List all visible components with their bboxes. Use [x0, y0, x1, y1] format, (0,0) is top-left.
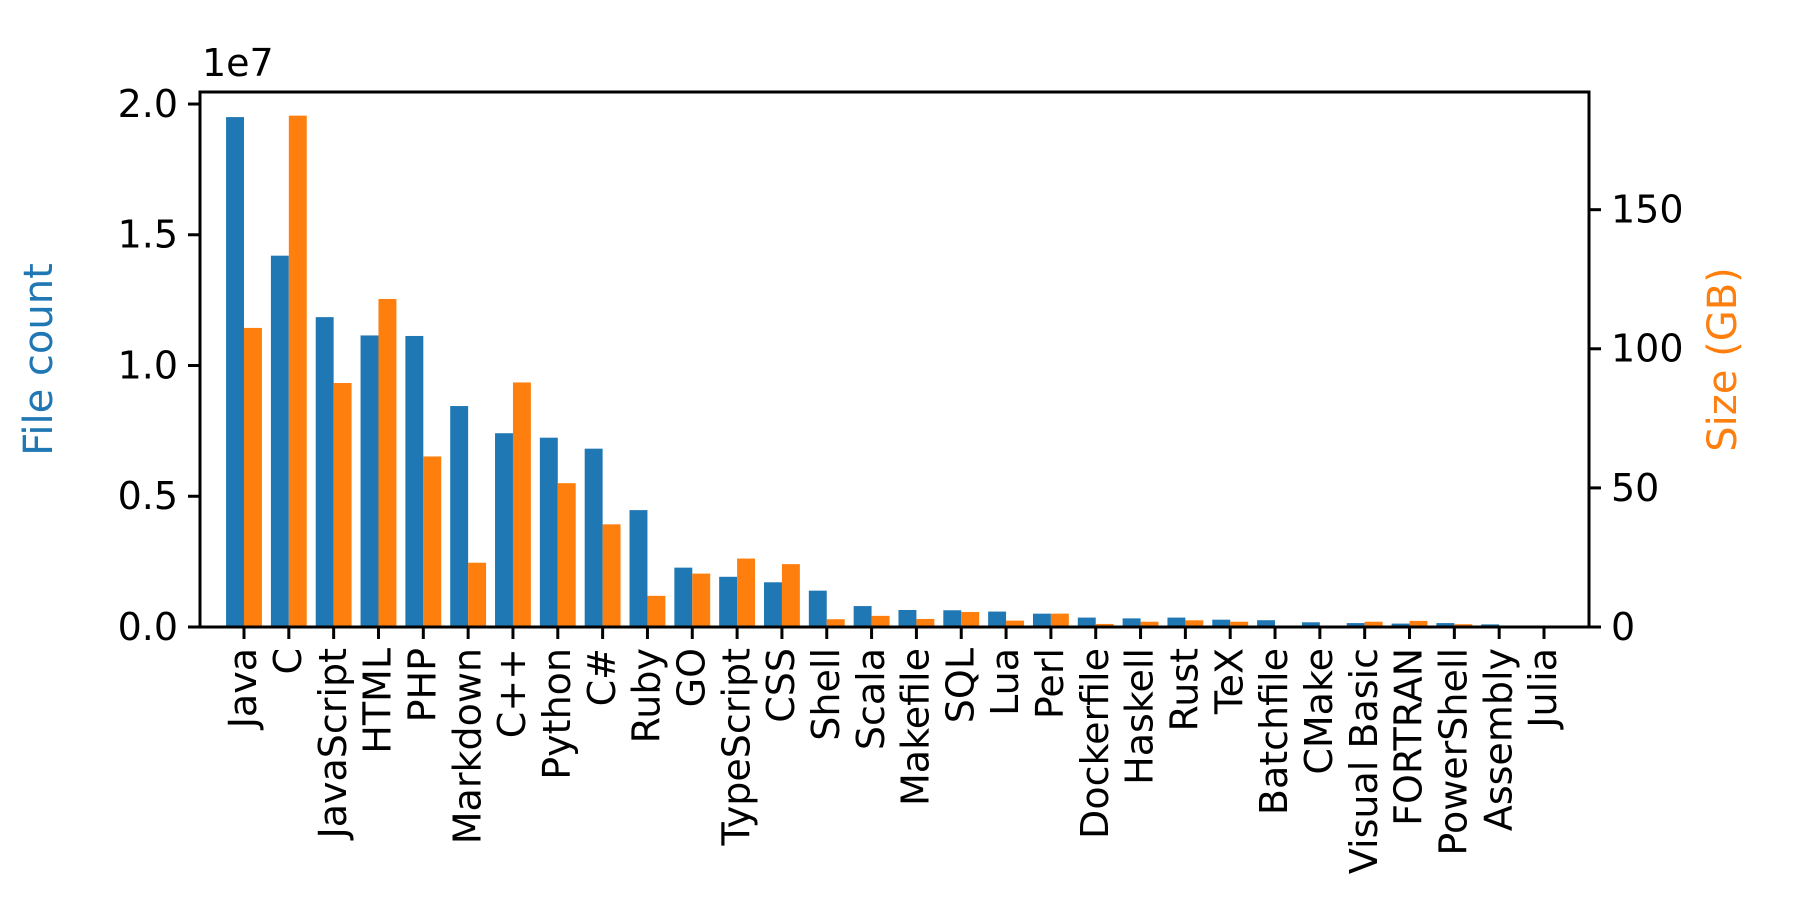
- bar-file-count: [1077, 617, 1096, 627]
- bar-size-gb: [602, 524, 621, 627]
- x-tick-label: Shell: [804, 648, 848, 741]
- x-tick-label: C++: [490, 648, 534, 738]
- bar-file-count: [315, 317, 334, 627]
- bar-size-gb: [826, 619, 845, 627]
- bar-size-gb: [916, 618, 935, 627]
- bar-file-count: [808, 590, 827, 627]
- x-tick-label: PHP: [400, 648, 444, 722]
- y-left-tick-label: 1.5: [118, 213, 178, 257]
- bar-size-gb: [378, 298, 397, 627]
- x-tick-label: Lua: [983, 648, 1027, 716]
- bar-size-gb: [423, 456, 442, 627]
- y-right-tick-label: 100: [1611, 327, 1684, 371]
- x-tick-label: Visual Basic: [1342, 648, 1386, 874]
- y-right-tick-label: 50: [1611, 466, 1659, 510]
- x-tick-label: Dockerfile: [1073, 648, 1117, 839]
- bar-size-gb: [333, 383, 352, 627]
- bar-size-gb: [1230, 621, 1249, 627]
- x-tick-label: CMake: [1297, 648, 1341, 775]
- bar-file-count: [674, 567, 693, 627]
- x-tick-label: C: [266, 648, 310, 675]
- right-axis-title: Size (GB): [1700, 267, 1746, 451]
- x-tick-label: Makefile: [894, 648, 938, 806]
- bar-size-gb: [512, 382, 531, 627]
- x-tick-label: PowerShell: [1432, 648, 1476, 856]
- bar-file-count: [719, 576, 738, 627]
- x-tick-label: SQL: [938, 648, 982, 723]
- bar-file-count: [898, 610, 917, 627]
- bar-size-gb: [1364, 621, 1383, 627]
- bar-file-count: [1167, 617, 1186, 627]
- x-tick-label: Markdown: [445, 648, 489, 844]
- x-tick-label: Ruby: [625, 648, 669, 743]
- bar-size-gb: [244, 327, 262, 627]
- bar-size-gb: [1185, 620, 1204, 627]
- plot-border: [198, 90, 1591, 629]
- y-left-tick-label: 2.0: [118, 82, 178, 126]
- bar-file-count: [539, 437, 558, 627]
- bar-file-count: [584, 448, 603, 627]
- x-tick-label: JavaScript: [311, 648, 355, 840]
- bar-file-count: [1032, 613, 1051, 627]
- bar-file-count: [1212, 619, 1231, 627]
- bar-file-count: [1257, 620, 1276, 627]
- x-tick-label: FORTRAN: [1387, 648, 1431, 826]
- x-tick-label: Python: [535, 648, 579, 780]
- y-right-tick-label: 150: [1611, 188, 1684, 232]
- x-tick-label: TypeScript: [714, 648, 758, 847]
- y-left-tick-label: 0.5: [118, 474, 178, 518]
- bar-file-count: [495, 433, 513, 627]
- bar-size-gb: [557, 483, 576, 627]
- bar-size-gb: [288, 115, 307, 627]
- bar-file-count: [1301, 622, 1320, 627]
- x-tick-label: Perl: [1028, 648, 1072, 719]
- x-tick-label: Java: [221, 648, 265, 730]
- bar-file-count: [270, 255, 289, 627]
- bar-file-count: [226, 117, 244, 628]
- bar-size-gb: [468, 562, 487, 627]
- y-right-tick-label: 0: [1611, 605, 1635, 649]
- x-tick-label: GO: [669, 648, 713, 707]
- bar-file-count: [988, 611, 1007, 627]
- bar-file-count: [450, 406, 469, 627]
- bar-size-gb: [647, 595, 666, 627]
- bar-file-count: [943, 610, 962, 627]
- y-left-offset-text: 1e7: [202, 41, 274, 85]
- bar-file-count: [405, 335, 424, 627]
- x-tick-label: Batchfile: [1252, 648, 1296, 815]
- bar-file-count: [764, 582, 782, 627]
- x-tick-label: TeX: [1207, 648, 1251, 715]
- bar-size-gb: [961, 611, 980, 627]
- x-tick-label: Haskell: [1118, 648, 1162, 785]
- bar-file-count: [1436, 623, 1455, 627]
- x-tick-label: Assembly: [1476, 648, 1520, 831]
- bar-size-gb: [1409, 620, 1428, 627]
- x-tick-label: HTML: [356, 648, 400, 754]
- bar-file-count: [360, 335, 379, 627]
- y-left-tick-label: 1.0: [118, 343, 178, 387]
- left-axis-title: File count: [16, 263, 62, 456]
- bar-size-gb: [737, 558, 756, 627]
- bar-size-gb: [1095, 623, 1114, 627]
- bar-size-gb: [1006, 620, 1024, 627]
- x-tick-label: Rust: [1163, 648, 1207, 731]
- bar-size-gb: [871, 615, 890, 627]
- y-left-tick-label: 0.0: [118, 605, 178, 649]
- bar-file-count: [1391, 623, 1410, 627]
- bar-file-count: [1346, 623, 1365, 627]
- bar-size-gb: [1140, 621, 1159, 627]
- x-tick-label: CSS: [759, 648, 803, 723]
- x-tick-label: C#: [580, 648, 624, 706]
- bar-size-gb: [781, 564, 800, 627]
- bar-file-count: [853, 606, 872, 627]
- bar-file-count: [1122, 618, 1141, 627]
- bar-file-count: [629, 510, 648, 627]
- x-tick-label: Julia: [1521, 648, 1565, 730]
- bar-size-gb: [1050, 613, 1069, 627]
- bar-size-gb: [692, 573, 711, 627]
- x-tick-label: Scala: [849, 648, 893, 750]
